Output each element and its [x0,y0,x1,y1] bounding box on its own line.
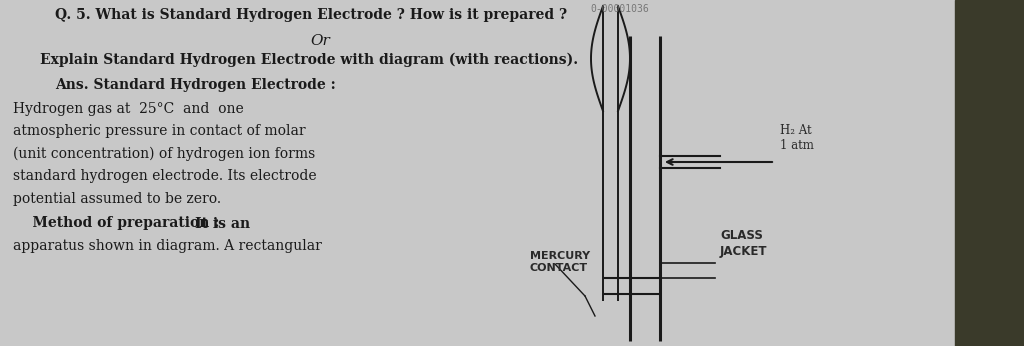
Bar [955,0,1024,346]
Text: MERCURY
CONTACT: MERCURY CONTACT [530,251,590,273]
Text: Or: Or [310,34,330,48]
Text: It is an: It is an [195,217,250,230]
Text: potential assumed to be zero.: potential assumed to be zero. [13,192,221,206]
Text: Q. 5. What is Standard Hydrogen Electrode ? How is it prepared ?: Q. 5. What is Standard Hydrogen Electrod… [55,8,567,22]
Text: standard hydrogen electrode. Its electrode: standard hydrogen electrode. Its electro… [13,170,316,183]
Text: Explain Standard Hydrogen Electrode with diagram (with reactions).: Explain Standard Hydrogen Electrode with… [40,53,579,67]
Text: H₂ At
1 atm: H₂ At 1 atm [780,124,814,152]
Text: Method of preparation :: Method of preparation : [13,217,224,230]
Text: atmospheric pressure in contact of molar: atmospheric pressure in contact of molar [13,125,305,138]
Text: apparatus shown in diagram. A rectangular: apparatus shown in diagram. A rectangula… [13,239,322,253]
Text: 0-00001036: 0-00001036 [591,4,649,14]
Text: (unit concentration) of hydrogen ion forms: (unit concentration) of hydrogen ion for… [13,147,315,161]
Text: Ans. Standard Hydrogen Electrode :: Ans. Standard Hydrogen Electrode : [55,78,336,92]
Text: Hydrogen gas at  25°C  and  one: Hydrogen gas at 25°C and one [13,102,244,116]
Text: GLASS
JACKET: GLASS JACKET [720,229,768,258]
